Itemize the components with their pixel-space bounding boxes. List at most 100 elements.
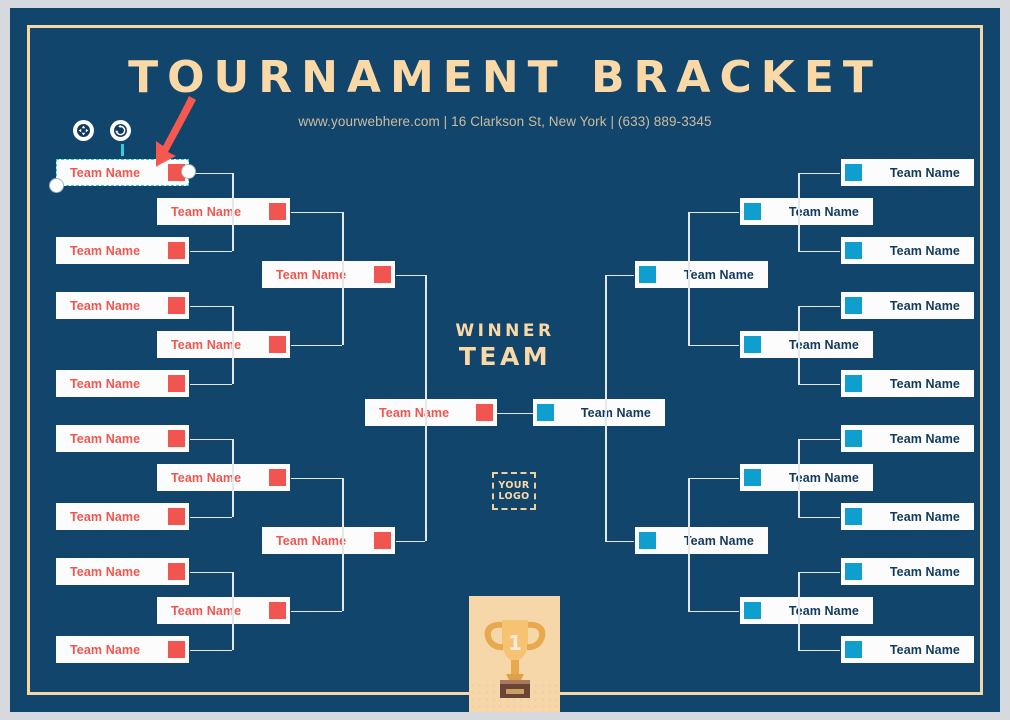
logo-placeholder-line1: YOUR bbox=[498, 480, 530, 491]
bracket-connector bbox=[798, 172, 800, 251]
bracket-connector bbox=[396, 274, 425, 277]
team-box-label: Team Name bbox=[788, 204, 859, 219]
winner-label-line2: TEAM bbox=[458, 342, 552, 371]
team-box-connector-marker bbox=[269, 203, 286, 220]
team-box-connector-marker bbox=[845, 375, 862, 392]
design-canvas[interactable]: TOURNAMENT BRACKET www.yourwebhere.com |… bbox=[10, 8, 1000, 712]
bracket-connector bbox=[232, 172, 234, 251]
logo-placeholder-line2: LOGO bbox=[498, 491, 530, 502]
bracket-connector bbox=[190, 172, 232, 175]
team-box-connector-marker bbox=[374, 532, 391, 549]
team-box[interactable]: Team Name bbox=[262, 527, 395, 554]
team-box[interactable]: Team Name bbox=[740, 597, 873, 624]
team-box[interactable]: Team Name bbox=[841, 370, 974, 397]
team-box[interactable]: Team Name bbox=[157, 464, 290, 491]
contact-subtitle: www.yourwebhere.com | 16 Clarkson St, Ne… bbox=[298, 114, 712, 129]
team-box-connector-marker bbox=[744, 336, 761, 353]
team-box-label: Team Name bbox=[889, 642, 960, 657]
team-box[interactable]: Team Name bbox=[56, 558, 189, 585]
team-box[interactable]: Team Name bbox=[533, 399, 665, 426]
team-box-connector-marker bbox=[845, 242, 862, 259]
trophy-rank-number: 1 bbox=[508, 631, 522, 655]
selection-bounding-box[interactable] bbox=[49, 159, 196, 193]
bracket-connector bbox=[798, 649, 840, 652]
bracket-connector bbox=[688, 211, 739, 214]
team-box-connector-marker bbox=[845, 430, 862, 447]
team-box[interactable]: Team Name bbox=[841, 503, 974, 530]
team-box[interactable]: Team Name bbox=[740, 464, 873, 491]
team-box[interactable]: Team Name bbox=[841, 558, 974, 585]
team-box[interactable]: Team Name bbox=[56, 292, 189, 319]
team-box[interactable]: Team Name bbox=[157, 331, 290, 358]
bracket-connector bbox=[688, 477, 690, 611]
resize-handle-left[interactable] bbox=[49, 178, 64, 193]
bracket-connector bbox=[342, 477, 344, 611]
team-box[interactable]: Team Name bbox=[365, 399, 497, 426]
bracket-connector bbox=[291, 477, 342, 480]
team-box-connector-marker bbox=[269, 469, 286, 486]
team-box[interactable]: Team Name bbox=[841, 636, 974, 663]
bracket-connector bbox=[798, 305, 840, 308]
team-box-label: Team Name bbox=[171, 337, 242, 352]
team-box[interactable]: Team Name bbox=[56, 370, 189, 397]
team-box[interactable]: Team Name bbox=[157, 597, 290, 624]
team-box[interactable]: Team Name bbox=[56, 636, 189, 663]
team-box[interactable]: Team Name bbox=[157, 198, 290, 225]
team-box[interactable]: Team Name bbox=[635, 527, 768, 554]
team-box[interactable]: Team Name bbox=[635, 261, 768, 288]
selection-stem bbox=[121, 144, 124, 156]
trophy-icon: 1 bbox=[484, 620, 546, 698]
bracket-connector bbox=[798, 438, 840, 441]
team-box-label: Team Name bbox=[70, 298, 141, 313]
team-box-connector-marker bbox=[168, 430, 185, 447]
team-box-label: Team Name bbox=[788, 470, 859, 485]
bracket-connector bbox=[396, 540, 425, 543]
bracket-connector bbox=[291, 610, 342, 613]
team-box-label: Team Name bbox=[889, 509, 960, 524]
team-box[interactable]: Team Name bbox=[841, 237, 974, 264]
bracket-connector bbox=[190, 250, 232, 253]
bracket-connector bbox=[291, 344, 342, 347]
team-box[interactable]: Team Name bbox=[740, 198, 873, 225]
team-box-label: Team Name bbox=[683, 267, 754, 282]
team-box-label: Team Name bbox=[889, 564, 960, 579]
team-box[interactable]: Team Name bbox=[56, 159, 189, 186]
bracket-connector bbox=[291, 211, 342, 214]
bracket-connector bbox=[688, 610, 739, 613]
team-box-label: Team Name bbox=[70, 564, 141, 579]
bracket-connector bbox=[190, 649, 232, 652]
bracket-connector bbox=[232, 571, 234, 650]
team-box-label: Team Name bbox=[70, 165, 141, 180]
team-box[interactable]: Team Name bbox=[841, 292, 974, 319]
bracket-connector bbox=[605, 540, 634, 543]
resize-handle-right[interactable] bbox=[181, 164, 196, 179]
team-box[interactable]: Team Name bbox=[56, 503, 189, 530]
bracket-connector bbox=[232, 438, 234, 517]
bracket-connector bbox=[497, 412, 533, 415]
team-box[interactable]: Team Name bbox=[841, 425, 974, 452]
trophy-panel: 1 bbox=[469, 596, 560, 712]
bracket-connector bbox=[342, 211, 344, 345]
arrow-cursor-icon bbox=[156, 96, 196, 167]
team-box-connector-marker bbox=[639, 532, 656, 549]
team-box[interactable]: Team Name bbox=[841, 159, 974, 186]
team-box-connector-marker bbox=[744, 203, 761, 220]
bracket-connector bbox=[688, 344, 739, 347]
team-box[interactable]: Team Name bbox=[740, 331, 873, 358]
bracket-connector bbox=[688, 477, 739, 480]
bracket-connector bbox=[190, 571, 232, 574]
move-icon[interactable] bbox=[73, 120, 94, 141]
team-box[interactable]: Team Name bbox=[56, 237, 189, 264]
team-box-label: Team Name bbox=[889, 165, 960, 180]
rotate-icon[interactable] bbox=[110, 120, 131, 141]
logo-placeholder[interactable]: YOUR LOGO bbox=[492, 472, 536, 510]
team-box-connector-marker bbox=[269, 336, 286, 353]
bracket-connector bbox=[798, 305, 800, 384]
bracket-connector bbox=[605, 274, 607, 541]
team-box[interactable]: Team Name bbox=[262, 261, 395, 288]
team-box-connector-marker bbox=[168, 563, 185, 580]
team-box-label: Team Name bbox=[683, 533, 754, 548]
team-box-label: Team Name bbox=[70, 431, 141, 446]
team-box[interactable]: Team Name bbox=[56, 425, 189, 452]
